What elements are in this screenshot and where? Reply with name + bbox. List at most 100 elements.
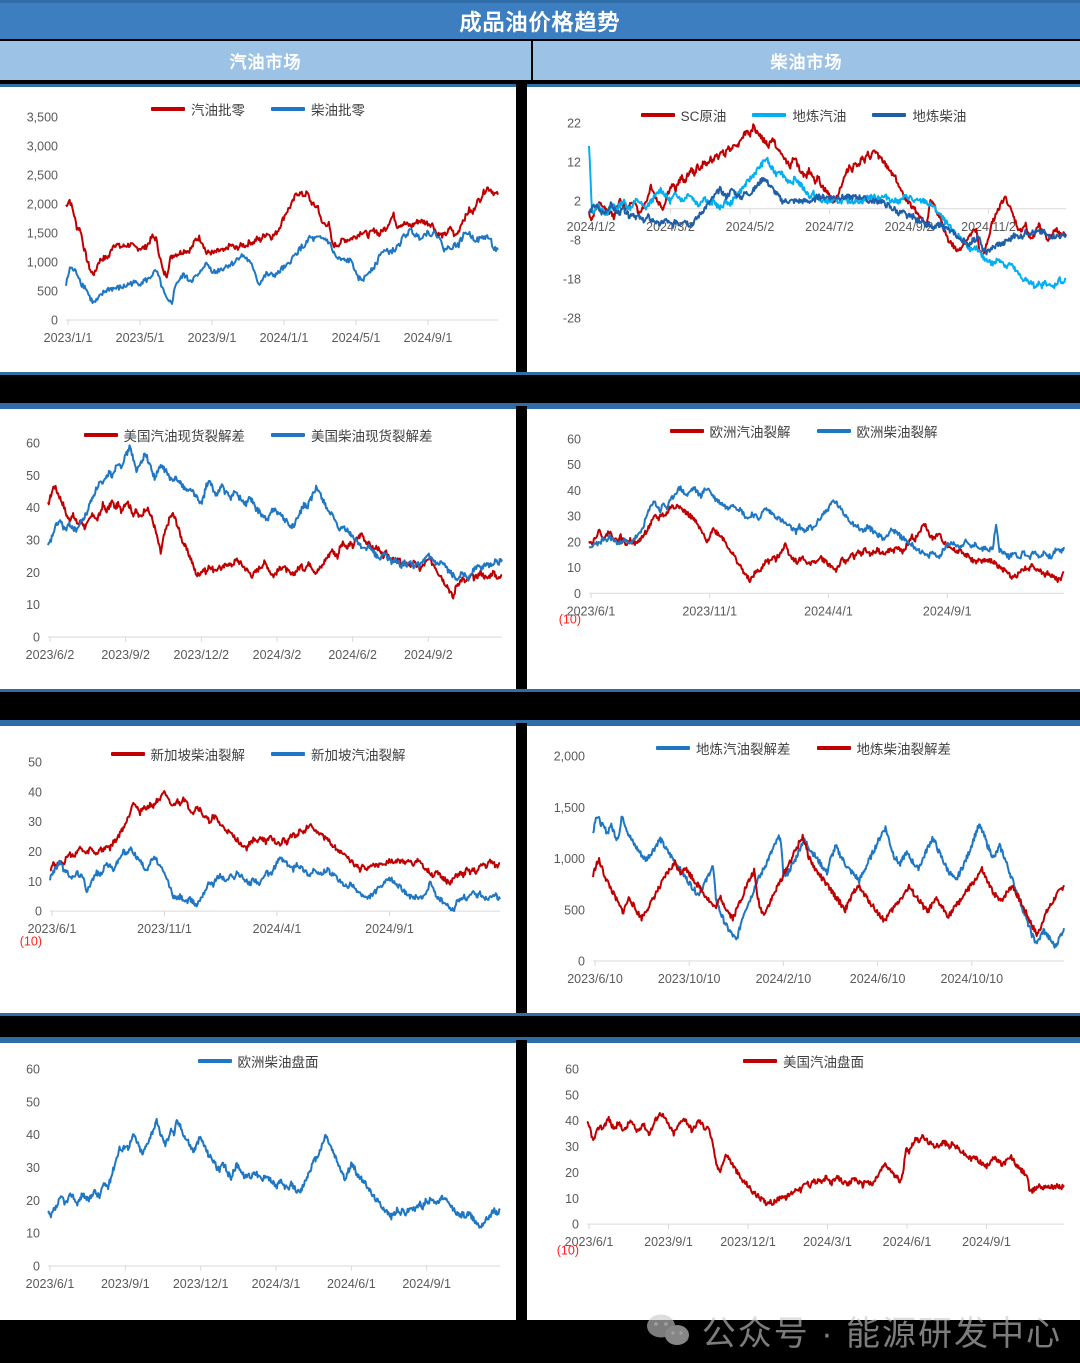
svg-text:20: 20 (565, 1166, 579, 1180)
chart-panel-chart-singapore-cracks: (10) 0 10 20 30 40 50 2023/6/1 2023/11/1 2024/4/1… (0, 723, 516, 1013)
svg-text:2024/9/1: 2024/9/1 (923, 604, 972, 618)
series-line (588, 123, 1067, 257)
chart-panel-chart-europe-cracks: (10) 0 10 20 30 40 50 60 2023/6/1 2023/11/1 2024/4… (527, 406, 1080, 689)
series-line (49, 846, 501, 912)
svg-text:2024/5/2: 2024/5/2 (726, 220, 775, 234)
svg-text:60: 60 (565, 1063, 579, 1077)
svg-text:2024/9/1: 2024/9/1 (404, 331, 453, 345)
chart-canvas: 0 500 1,000 1,500 2,000 2,500 3,000 3,500 2023/1… (0, 87, 516, 372)
svg-text:40: 40 (26, 1128, 40, 1142)
svg-text:2,000: 2,000 (554, 750, 585, 764)
series-line (588, 485, 1065, 561)
chart-row: (10) 0 10 20 30 40 50 2023/6/1 2023/11/1 2024/4/1… (0, 723, 1080, 1013)
svg-text:2023/12/1: 2023/12/1 (720, 1235, 776, 1249)
chart-panel-chart-us-gasoline-futures: (10) 0 10 20 30 40 50 60 2023/6/1 2023/9/1 2023/12… (527, 1040, 1080, 1320)
svg-text:0: 0 (51, 314, 58, 328)
svg-text:2023/11/1: 2023/11/1 (682, 604, 737, 618)
chart-canvas: (10) 0 10 20 30 40 50 2023/6/1 2023/11/1 2024/4/1… (0, 726, 516, 1013)
svg-text:0: 0 (572, 1218, 579, 1232)
svg-text:3,000: 3,000 (27, 140, 58, 154)
svg-text:2023/11/1: 2023/11/1 (137, 922, 192, 936)
svg-text:(10): (10) (20, 935, 42, 949)
svg-text:2024/11/2: 2024/11/2 (961, 220, 1016, 234)
svg-text:2024/1/1: 2024/1/1 (260, 331, 309, 345)
svg-text:60: 60 (567, 433, 581, 447)
svg-text:2024/7/2: 2024/7/2 (805, 220, 854, 234)
row-separator (0, 689, 1080, 723)
svg-text:1,500: 1,500 (27, 227, 58, 241)
svg-text:2023/9/2: 2023/9/2 (101, 648, 150, 662)
svg-text:2024/4/1: 2024/4/1 (804, 604, 853, 618)
market-subheader-row: 汽油市场 柴油市场 (0, 41, 1080, 80)
svg-text:2024/6/2: 2024/6/2 (328, 648, 377, 662)
svg-text:2023/9/1: 2023/9/1 (101, 1277, 150, 1291)
svg-text:50: 50 (565, 1088, 579, 1102)
svg-text:2024/2/10: 2024/2/10 (756, 972, 812, 986)
subheader-diesel-market: 柴油市场 (533, 41, 1080, 80)
page-title-bar: 成品油价格趋势 (0, 0, 1080, 39)
svg-text:60: 60 (26, 1063, 40, 1077)
svg-text:40: 40 (26, 501, 40, 515)
svg-text:2023/9/1: 2023/9/1 (644, 1235, 693, 1249)
series-line (588, 145, 1067, 290)
svg-text:1,000: 1,000 (27, 256, 58, 270)
svg-text:(10): (10) (559, 613, 581, 627)
svg-text:2024/9/1: 2024/9/1 (962, 1235, 1011, 1249)
svg-text:2023/10/10: 2023/10/10 (658, 972, 721, 986)
svg-text:500: 500 (37, 285, 58, 299)
svg-text:2023/6/1: 2023/6/1 (28, 922, 77, 936)
svg-text:-18: -18 (563, 273, 581, 287)
row-separator (0, 1013, 1080, 1040)
svg-text:2024/9/2: 2024/9/2 (404, 648, 453, 662)
svg-text:(10): (10) (557, 1244, 579, 1258)
series-line (49, 790, 501, 886)
series-line (592, 815, 1065, 949)
svg-text:2023/12/2: 2023/12/2 (174, 648, 230, 662)
svg-text:20: 20 (567, 535, 581, 549)
svg-text:2023/6/10: 2023/6/10 (567, 972, 623, 986)
chart-panel-chart-gasoil-wholesale-retail: 0 500 1,000 1,500 2,000 2,500 3,000 3,500 2023/1… (0, 84, 516, 372)
series-line (47, 484, 503, 600)
svg-text:1,000: 1,000 (554, 852, 585, 866)
series-line (65, 228, 499, 305)
chart-panel-chart-sc-crude-local-refinery: -28 -18 -8 2 12 22 2024/1/2 2024/3/2 2024/5/2 202… (527, 84, 1080, 372)
svg-text:2024/9/1: 2024/9/1 (365, 922, 414, 936)
subheader-gasoline-market: 汽油市场 (0, 41, 533, 80)
svg-text:2023/5/1: 2023/5/1 (116, 331, 165, 345)
svg-text:2024/9/1: 2024/9/1 (402, 1277, 451, 1291)
svg-text:0: 0 (35, 905, 42, 919)
svg-text:30: 30 (28, 815, 42, 829)
svg-text:2024/3/1: 2024/3/1 (252, 1277, 301, 1291)
chart-row: 0 500 1,000 1,500 2,000 2,500 3,000 3,500 2023/1… (0, 84, 1080, 372)
series-line (47, 444, 503, 582)
svg-text:2024/3/1: 2024/3/1 (803, 1235, 852, 1249)
svg-text:2023/6/1: 2023/6/1 (565, 1235, 614, 1249)
series-line (586, 1112, 1065, 1207)
svg-text:30: 30 (567, 510, 581, 524)
svg-text:12: 12 (567, 156, 581, 170)
svg-text:2024/10/10: 2024/10/10 (941, 972, 1004, 986)
svg-text:2023/6/2: 2023/6/2 (26, 648, 75, 662)
svg-text:2023/9/1: 2023/9/1 (188, 331, 237, 345)
svg-text:1,500: 1,500 (554, 801, 585, 815)
chart-canvas: -28 -18 -8 2 12 22 2024/1/2 2024/3/2 2024/5/2 202… (527, 87, 1080, 372)
row-separator (0, 372, 1080, 406)
chart-panel-chart-local-refinery-cracks: 0 500 1,000 1,500 2,000 2023/6/10 2023/10/10 20… (527, 723, 1080, 1013)
svg-text:0: 0 (574, 587, 581, 601)
svg-text:2024/4/1: 2024/4/1 (253, 922, 302, 936)
chart-grid: 0 500 1,000 1,500 2,000 2,500 3,000 3,500 2023/1… (0, 84, 1080, 1320)
svg-text:-8: -8 (570, 234, 581, 248)
svg-text:30: 30 (565, 1140, 579, 1154)
svg-text:-28: -28 (563, 312, 581, 326)
page-title: 成品油价格趋势 (459, 10, 621, 35)
svg-text:2024/6/10: 2024/6/10 (850, 972, 906, 986)
chart-canvas: (10) 0 10 20 30 40 50 60 2023/6/1 2023/9/1 2023/12… (527, 1043, 1080, 1320)
svg-text:30: 30 (26, 1161, 40, 1175)
svg-text:0: 0 (33, 1260, 40, 1274)
svg-text:50: 50 (26, 469, 40, 483)
svg-text:2023/12/1: 2023/12/1 (173, 1277, 229, 1291)
svg-text:20: 20 (26, 566, 40, 580)
chart-canvas: 0 10 20 30 40 50 60 2023/6/2 2023/9/2 2023/12/2 20… (0, 409, 516, 689)
svg-text:2,000: 2,000 (27, 198, 58, 212)
